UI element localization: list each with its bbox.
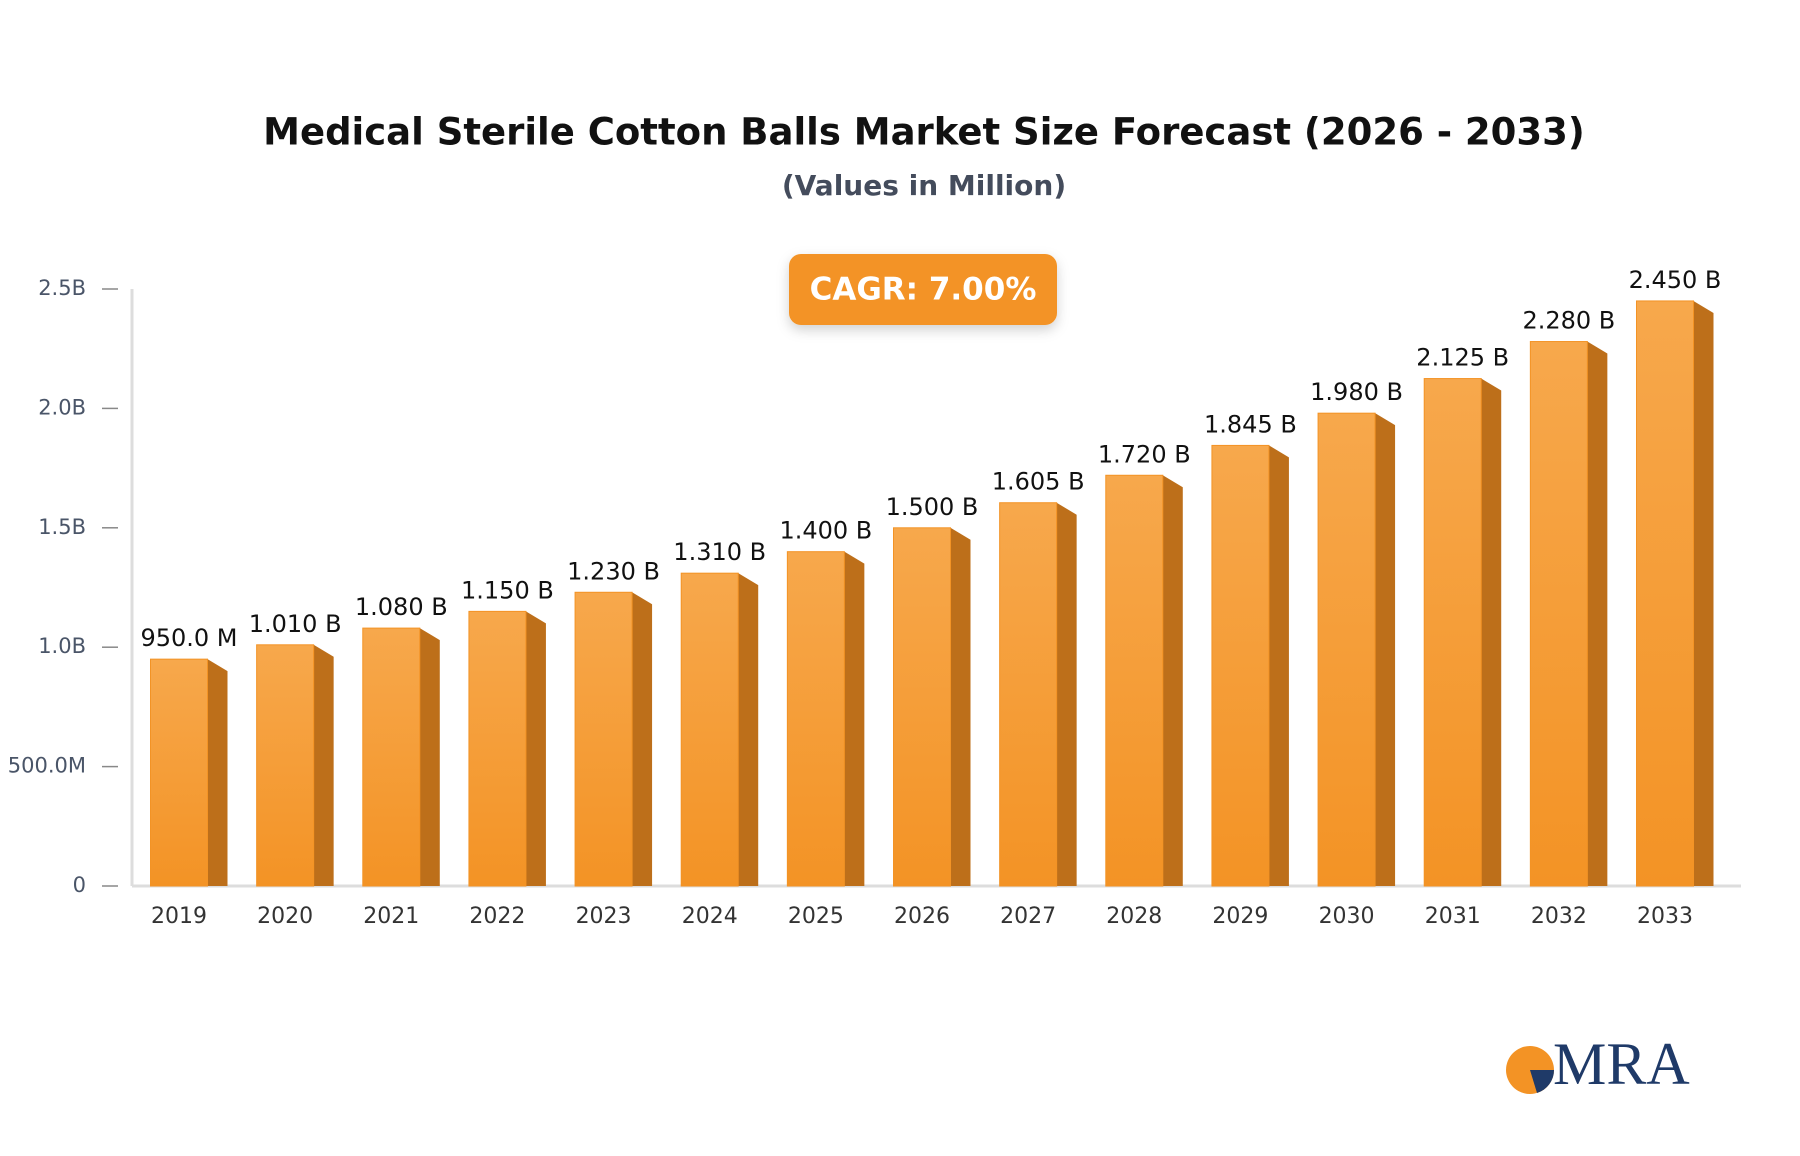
value-label: 1.980 B [1310, 378, 1403, 406]
x-tick-label: 2020 [257, 904, 313, 929]
bar-side [1693, 300, 1714, 886]
bar-side [950, 527, 971, 886]
bar-side [1162, 475, 1183, 886]
value-label: 1.150 B [461, 576, 554, 604]
y-tick-label: 0 [73, 873, 86, 897]
bar [680, 572, 739, 887]
x-tick-label: 2022 [469, 904, 525, 929]
value-label: 1.080 B [355, 593, 448, 621]
bar-side [525, 611, 546, 886]
bar-side [419, 628, 440, 886]
value-label: 1.310 B [673, 538, 766, 566]
bar [786, 551, 845, 887]
bar [999, 502, 1058, 887]
value-label: 950.0 M [140, 624, 237, 652]
value-label: 2.280 B [1522, 307, 1615, 335]
logo: MRA [1506, 1031, 1690, 1097]
chart-subtitle: (Values in Million) [782, 169, 1066, 202]
x-tick-label: 2032 [1531, 904, 1587, 929]
bar [1211, 444, 1270, 887]
value-label: 1.720 B [1098, 440, 1191, 468]
value-label: 1.605 B [992, 468, 1085, 496]
x-tick-label: 2027 [1000, 904, 1056, 929]
value-label: 1.500 B [886, 493, 979, 521]
y-tick-label: 1.0B [38, 634, 86, 658]
bar-side [738, 573, 759, 886]
x-tick-label: 2019 [151, 904, 207, 929]
value-label: 2.125 B [1416, 344, 1509, 372]
bar-side [632, 592, 653, 886]
cagr-badge [789, 254, 1057, 325]
bar [1423, 378, 1482, 887]
bar-side [844, 551, 865, 886]
value-label: 1.230 B [567, 557, 660, 585]
bar-side [1481, 378, 1502, 886]
x-tick-label: 2024 [682, 904, 738, 929]
bar [362, 627, 421, 887]
bar [893, 527, 951, 887]
x-tick-label: 2023 [576, 904, 632, 929]
x-tick-label: 2025 [788, 904, 844, 929]
chart-title: Medical Sterile Cotton Balls Market Size… [263, 111, 1585, 154]
bar-side [313, 644, 334, 886]
bar-side [1268, 445, 1289, 886]
y-tick-label: 1.5B [38, 515, 86, 539]
x-tick-label: 2031 [1425, 904, 1481, 929]
cagr-text: CAGR: 7.00% [810, 272, 1037, 308]
logo-slice [1530, 1070, 1555, 1093]
x-tick-label: 2028 [1106, 904, 1162, 929]
bar [1105, 474, 1164, 887]
y-tick-label: 2.5B [38, 276, 86, 300]
bar-side [1587, 341, 1608, 886]
x-tick-label: 2029 [1212, 904, 1268, 929]
x-tick-label: 2030 [1319, 904, 1375, 929]
bar [1317, 412, 1376, 887]
bar [256, 644, 315, 887]
x-tick-label: 2033 [1637, 904, 1693, 929]
bar-side [207, 659, 228, 886]
x-tick-label: 2026 [894, 904, 950, 929]
y-tick-label: 500.0M [8, 754, 86, 778]
bar [1529, 341, 1588, 887]
value-label: 2.450 B [1629, 266, 1722, 294]
x-tick-label: 2021 [363, 904, 419, 929]
bar-side [1375, 413, 1396, 886]
bar [150, 658, 208, 887]
bar [468, 610, 527, 887]
value-label: 1.400 B [779, 517, 872, 545]
value-label: 1.010 B [249, 610, 342, 638]
value-label: 1.845 B [1204, 410, 1297, 438]
bar [574, 591, 633, 887]
logo-text: MRA [1553, 1031, 1690, 1097]
bar-side [1056, 502, 1077, 886]
bar [1636, 300, 1694, 887]
y-tick-label: 2.0B [38, 395, 86, 419]
